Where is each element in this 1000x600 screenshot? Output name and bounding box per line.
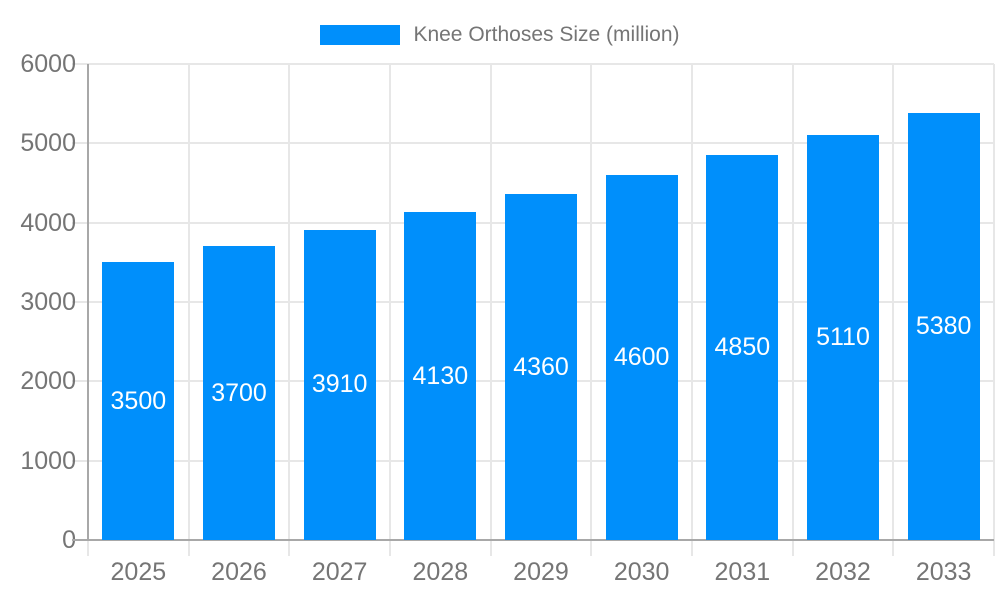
y-gridline: [72, 63, 994, 65]
x-gridline: [389, 64, 391, 556]
x-axis-tick-label: 2026: [211, 558, 267, 586]
bar-value-label: 5110: [816, 322, 870, 351]
bar-value-label: 4360: [513, 352, 569, 381]
y-axis-tick-label: 4000: [20, 208, 76, 237]
x-gridline: [590, 64, 593, 556]
x-gridline: [791, 64, 794, 556]
bar-value-label: 3700: [211, 378, 267, 407]
bar-2031[interactable]: 4850: [706, 155, 779, 540]
legend: Knee Orthoses Size (million): [0, 20, 1000, 50]
x-axis-tick-label: 2029: [513, 558, 569, 586]
x-axis-tick-label: 2031: [714, 558, 771, 586]
x-axis-tick-label: 2027: [311, 558, 368, 586]
y-gridline: [72, 142, 994, 145]
x-axis-tick-label: 2028: [412, 558, 469, 586]
y-axis-line: [87, 64, 89, 540]
bar-2026[interactable]: 3700: [203, 246, 275, 540]
x-gridline: [691, 64, 693, 556]
y-axis-tick-label: 6000: [20, 50, 76, 78]
x-gridline: [187, 64, 190, 556]
bar-value-label: 3500: [110, 386, 167, 415]
legend-label[interactable]: Knee Orthoses Size (million): [413, 23, 680, 46]
bar-value-label: 5380: [915, 312, 972, 341]
x-gridline: [892, 64, 895, 556]
bar-2033[interactable]: 5380: [907, 113, 980, 540]
y-axis-tick-label: 3000: [20, 288, 76, 316]
legend-swatch-icon[interactable]: [320, 25, 401, 45]
x-axis-line: [72, 539, 994, 541]
bar-2029[interactable]: 4360: [505, 194, 577, 540]
x-gridline: [288, 64, 291, 556]
bar-2028[interactable]: 4130: [404, 212, 477, 540]
bar-value-label: 4600: [613, 343, 670, 372]
y-axis-tick-label: 1000: [20, 446, 76, 475]
bar-2027[interactable]: 3910: [303, 229, 376, 540]
bar-2030[interactable]: 4600: [605, 175, 678, 540]
x-axis-tick-label: 2030: [613, 558, 670, 586]
y-axis-tick-label: 5000: [20, 129, 76, 158]
bar-value-label: 3910: [311, 370, 368, 399]
plot-area: 0 1000 2000 3000 4000 5000 6000 3500 2025 3700 202…: [20, 50, 995, 586]
x-gridline: [993, 64, 995, 556]
y-axis-tick-label: 0: [62, 526, 76, 554]
x-axis-tick-label: 2033: [915, 558, 972, 586]
bar-2032[interactable]: 5110: [807, 134, 879, 540]
x-axis-tick-label: 2032: [815, 558, 871, 586]
y-axis-tick-label: 2000: [20, 367, 76, 396]
bar-2025[interactable]: 3500: [102, 262, 175, 540]
bar-value-label: 4130: [412, 361, 469, 390]
x-gridline: [489, 64, 492, 556]
bar-value-label: 4850: [714, 333, 771, 362]
x-axis-tick-label: 2025: [110, 558, 167, 586]
